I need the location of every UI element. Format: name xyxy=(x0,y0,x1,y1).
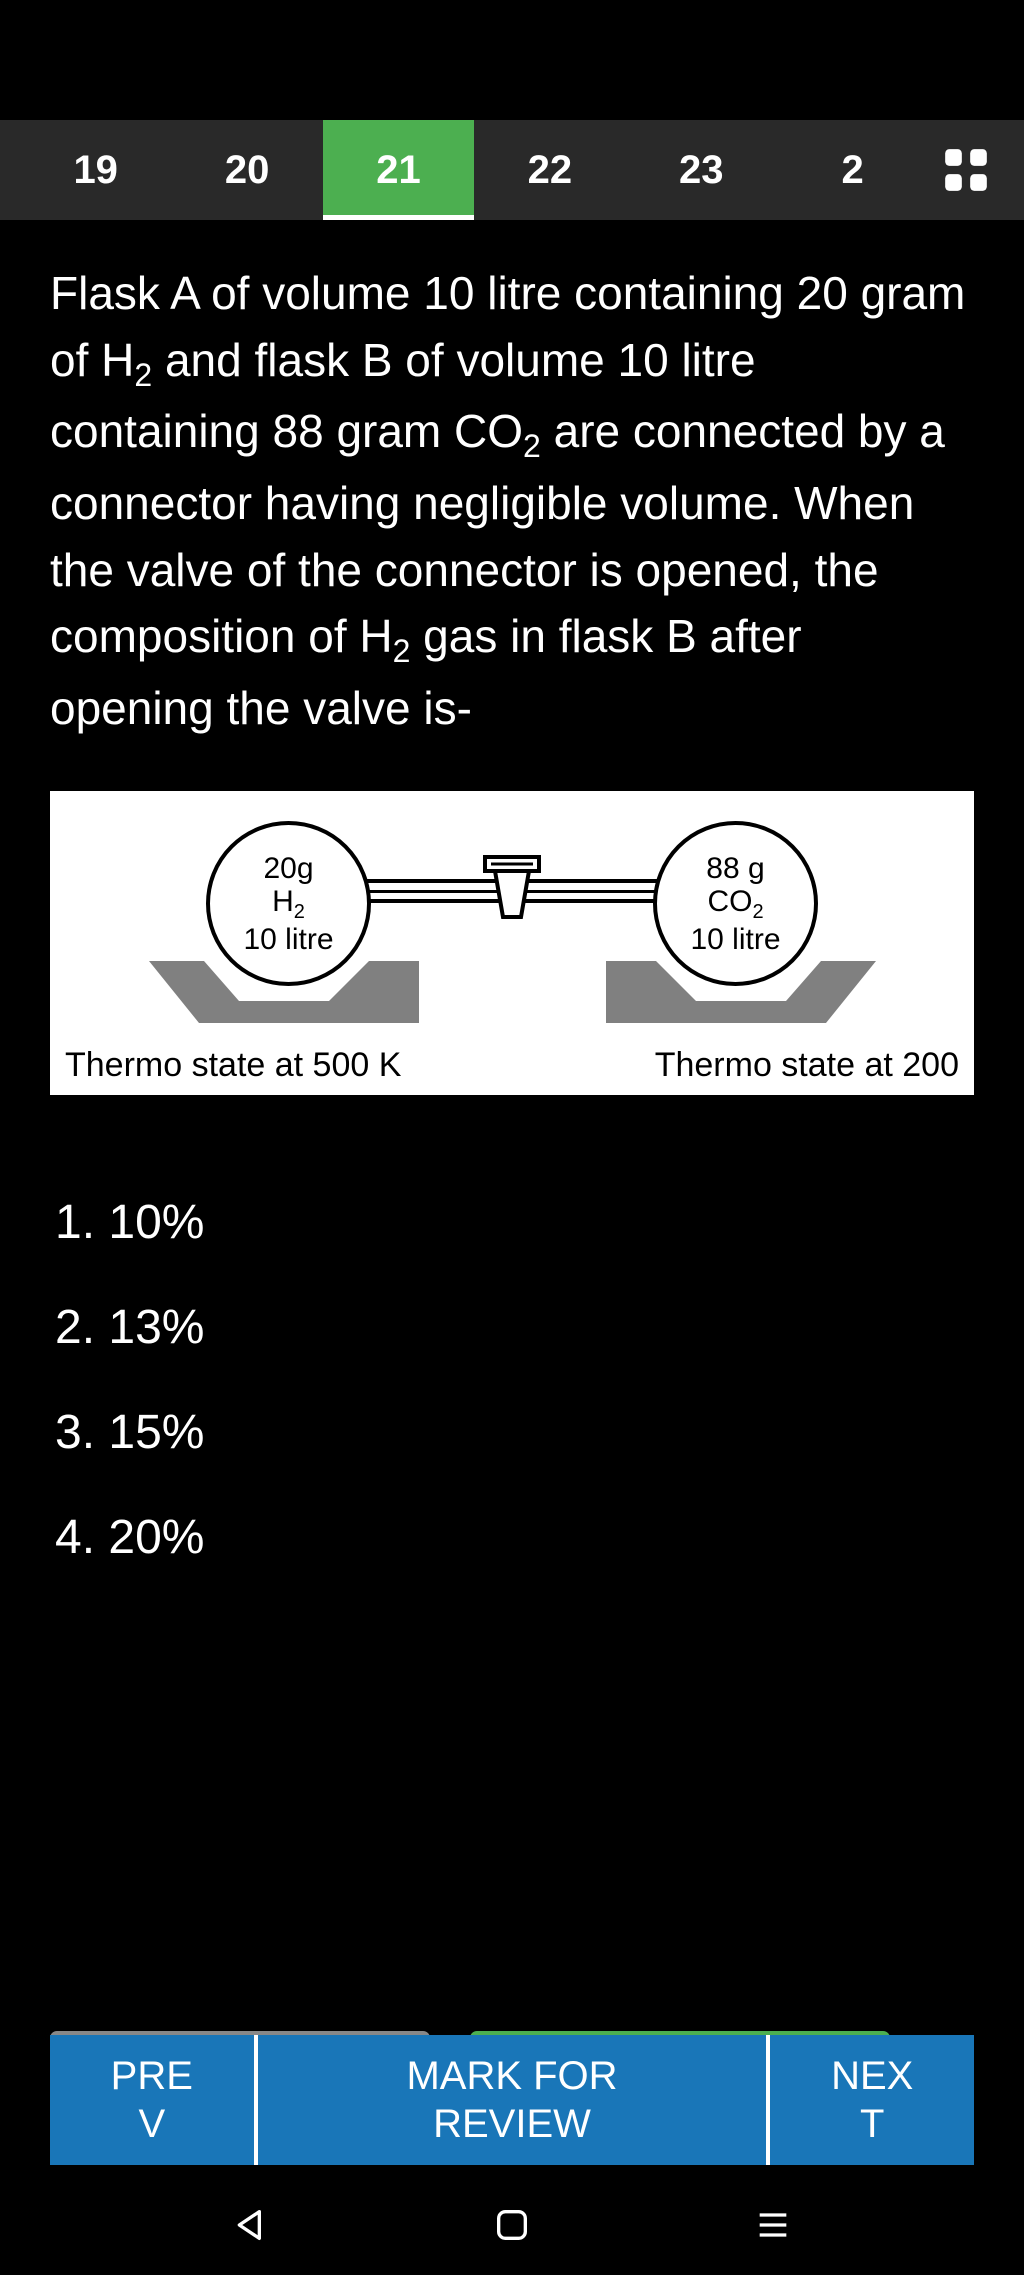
thermo-a-label: Thermo state at 500 K xyxy=(65,1046,401,1085)
flask-a-gas-sub: 2 xyxy=(294,901,305,923)
flask-a-vol: 10 litre xyxy=(243,923,333,956)
valve-icon xyxy=(467,849,557,939)
qnum-19[interactable]: 19 xyxy=(20,120,171,220)
flask-a: 20g H2 10 litre xyxy=(65,811,512,1031)
flask-b: 88 g CO2 10 litre xyxy=(512,811,959,1031)
flask-a-mass: 20g xyxy=(263,852,313,885)
flask-a-gas: H xyxy=(272,885,294,918)
opt-val: 20% xyxy=(108,1511,204,1564)
opt-num: 4. xyxy=(55,1511,95,1564)
answer-options: 1. 10% 2. 13% 3. 15% 4. 20% xyxy=(0,1115,1024,1645)
question-text: Flask A of volume 10 litre containing 20… xyxy=(0,220,1024,771)
option-3[interactable]: 3. 15% xyxy=(55,1405,969,1460)
next-label: NEX T xyxy=(831,2052,913,2148)
opt-val: 13% xyxy=(108,1301,204,1354)
device-nav-bar xyxy=(0,2175,1024,2275)
opt-num: 2. xyxy=(55,1301,95,1354)
qtext-sub: 2 xyxy=(393,633,411,669)
prev-label: PRE V xyxy=(111,2052,193,2148)
qtext-sub: 2 xyxy=(523,428,541,464)
qnum-23[interactable]: 23 xyxy=(626,120,777,220)
recent-icon[interactable] xyxy=(753,2205,793,2245)
mark-review-button[interactable]: MARK FOR REVIEW xyxy=(258,2035,771,2165)
opt-val: 10% xyxy=(108,1196,204,1249)
qnum-22[interactable]: 22 xyxy=(474,120,625,220)
opt-val: 15% xyxy=(108,1406,204,1459)
grid-view-icon[interactable] xyxy=(928,145,1004,195)
bottom-action-bar: PRE V MARK FOR REVIEW NEX T xyxy=(50,2035,974,2165)
qnum-21[interactable]: 21 xyxy=(323,120,474,220)
flask-b-gas-sub: 2 xyxy=(752,901,763,923)
qtext-sub: 2 xyxy=(134,357,152,393)
flask-b-vol: 10 litre xyxy=(690,923,780,956)
qnum-20[interactable]: 20 xyxy=(171,120,322,220)
home-icon[interactable] xyxy=(492,2205,532,2245)
flask-diagram: 20g H2 10 litre 88 g CO2 10 litre Thermo… xyxy=(50,791,974,1095)
prev-button[interactable]: PRE V xyxy=(50,2035,258,2165)
option-2[interactable]: 2. 13% xyxy=(55,1300,969,1355)
mark-label: MARK FOR REVIEW xyxy=(406,2052,617,2148)
thermo-b-label: Thermo state at 200 xyxy=(655,1046,959,1085)
flask-b-gas: CO xyxy=(707,885,752,918)
flask-b-mass: 88 g xyxy=(706,852,764,885)
back-icon[interactable] xyxy=(231,2205,271,2245)
option-1[interactable]: 1. 10% xyxy=(55,1195,969,1250)
option-4[interactable]: 4. 20% xyxy=(55,1510,969,1565)
question-number-nav: 19 20 21 22 23 2 xyxy=(0,120,1024,220)
opt-num: 1. xyxy=(55,1196,95,1249)
next-button[interactable]: NEX T xyxy=(770,2035,974,2165)
qnum-2[interactable]: 2 xyxy=(777,120,928,220)
opt-num: 3. xyxy=(55,1406,95,1459)
